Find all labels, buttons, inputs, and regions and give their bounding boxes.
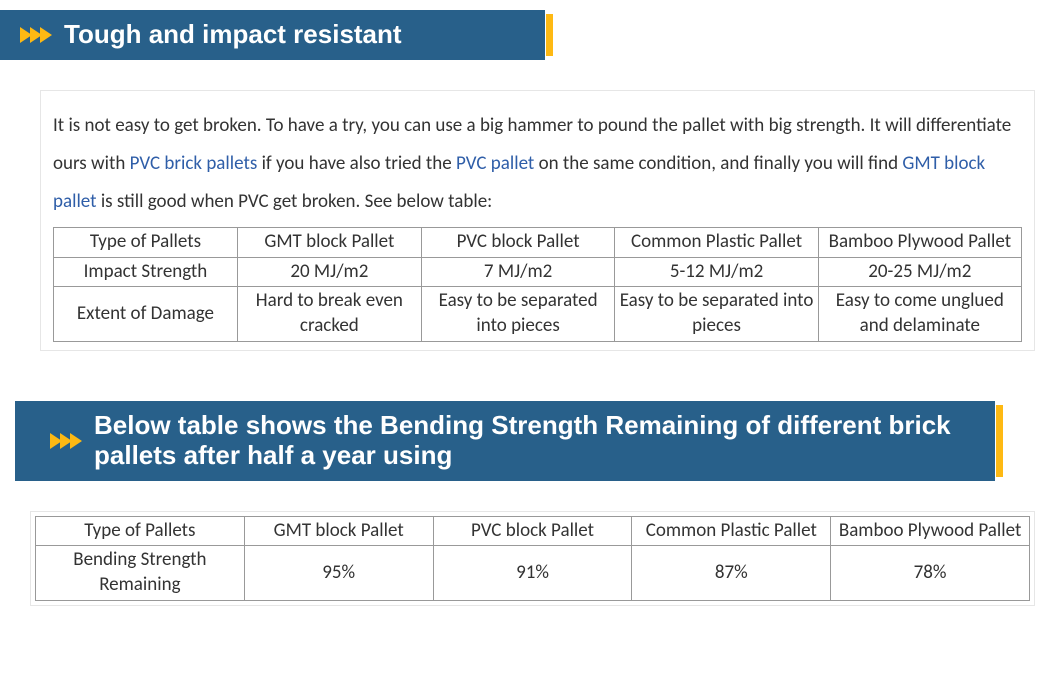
bending-table: Type of Pallets GMT block Pallet PVC blo… <box>35 516 1030 601</box>
table-header: Bamboo Plywood Pallet <box>818 228 1021 258</box>
section1-content: It is not easy to get broken. To have a … <box>40 90 1035 351</box>
accent-bar <box>996 405 1003 477</box>
pvc-pallet-link[interactable]: PVC pallet <box>456 152 534 175</box>
table-cell: Easy to be separated into pieces <box>615 287 818 341</box>
section2-title: Below table shows the Bending Strength R… <box>94 411 980 471</box>
table-header: Bamboo Plywood Pallet <box>831 516 1030 546</box>
table-cell: 87% <box>632 546 831 600</box>
impact-table: Type of Pallets GMT block Pallet PVC blo… <box>53 227 1022 342</box>
section1-title: Tough and impact resistant <box>64 20 402 50</box>
table-header: Common Plastic Pallet <box>615 228 818 258</box>
table-row: Extent of Damage Hard to break even crac… <box>54 287 1022 341</box>
table-cell: 20 MJ/m2 <box>237 257 421 287</box>
section2-content: Type of Pallets GMT block Pallet PVC blo… <box>30 511 1035 606</box>
table-header: GMT block Pallet <box>237 228 421 258</box>
para-text: is still good when PVC get broken. See b… <box>97 190 493 213</box>
table-cell: Extent of Damage <box>54 287 238 341</box>
table-row: Type of Pallets GMT block Pallet PVC blo… <box>36 516 1030 546</box>
section1-banner: Tough and impact resistant <box>0 10 545 60</box>
table-header: Common Plastic Pallet <box>632 516 831 546</box>
table-cell: 7 MJ/m2 <box>421 257 615 287</box>
table-cell: 5-12 MJ/m2 <box>615 257 818 287</box>
table-cell: Easy to come unglued and delaminate <box>818 287 1021 341</box>
pvc-brick-pallets-link[interactable]: PVC brick pallets <box>130 152 258 175</box>
intro-paragraph: It is not easy to get broken. To have a … <box>53 107 1022 221</box>
table-row: Bending Strength Remaining 95% 91% 87% 7… <box>36 546 1030 600</box>
section2-banner: Below table shows the Bending Strength R… <box>15 401 995 481</box>
table-row: Impact Strength 20 MJ/m2 7 MJ/m2 5-12 MJ… <box>54 257 1022 287</box>
table-cell: 78% <box>831 546 1030 600</box>
table-cell: Bending Strength Remaining <box>36 546 245 600</box>
para-text: on the same condition, and finally you w… <box>534 152 902 175</box>
accent-bar <box>546 14 553 56</box>
table-cell: Easy to be separated into pieces <box>421 287 615 341</box>
table-cell: 20-25 MJ/m2 <box>818 257 1021 287</box>
para-text: if you have also tried the <box>257 152 456 175</box>
table-row: Type of Pallets GMT block Pallet PVC blo… <box>54 228 1022 258</box>
table-header: Type of Pallets <box>36 516 245 546</box>
table-cell: Impact Strength <box>54 257 238 287</box>
table-header: GMT block Pallet <box>244 516 433 546</box>
table-cell: 91% <box>433 546 632 600</box>
chevron-icon <box>0 27 64 43</box>
chevron-icon <box>30 433 94 449</box>
table-header: Type of Pallets <box>54 228 238 258</box>
table-header: PVC block Pallet <box>433 516 632 546</box>
table-cell: 95% <box>244 546 433 600</box>
table-cell: Hard to break even cracked <box>237 287 421 341</box>
table-header: PVC block Pallet <box>421 228 615 258</box>
